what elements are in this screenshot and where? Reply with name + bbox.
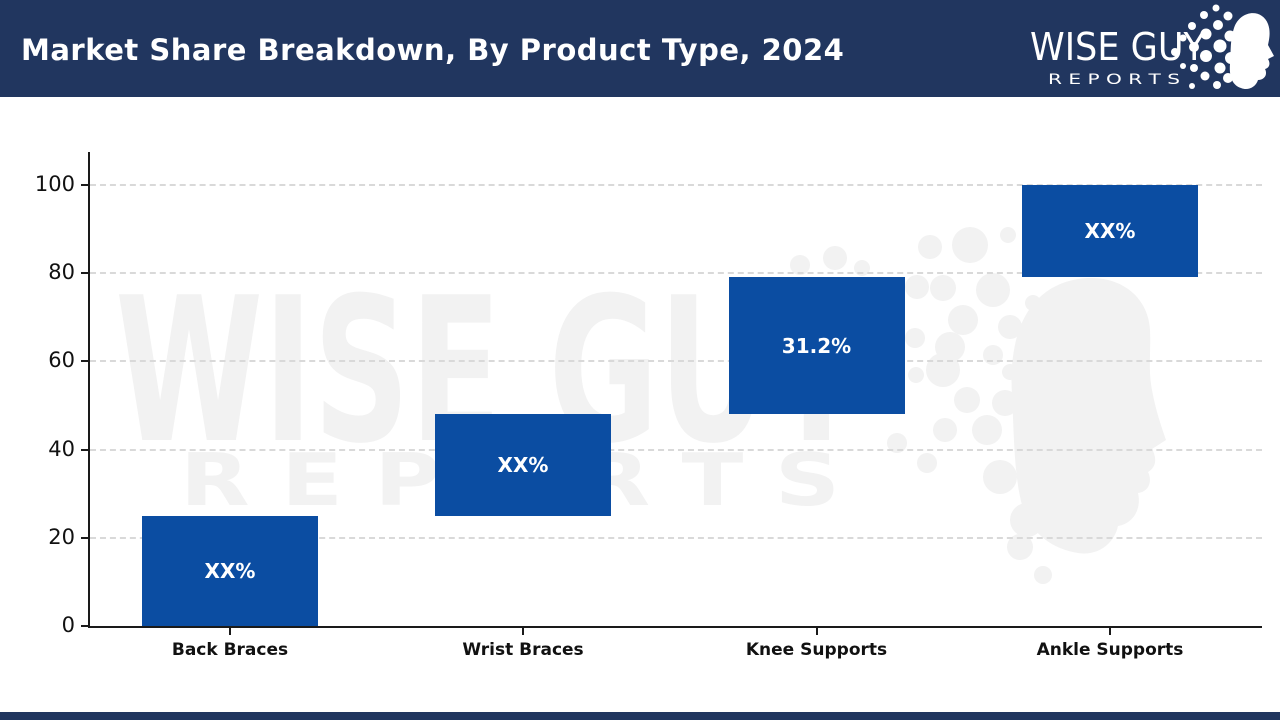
bar-value-label: XX% bbox=[497, 453, 549, 478]
x-tick-label: Wrist Braces bbox=[462, 640, 584, 660]
x-tick-mark bbox=[522, 628, 524, 635]
bar-value-label: 31.2% bbox=[781, 333, 852, 358]
y-tick-mark bbox=[81, 184, 90, 186]
gridline bbox=[90, 360, 1262, 363]
bar: 31.2% bbox=[728, 276, 905, 415]
bar: XX% bbox=[1022, 185, 1198, 277]
y-tick-label: 20 bbox=[48, 524, 75, 549]
x-tick-label: Ankle Supports bbox=[1036, 640, 1184, 660]
x-tick-label: Back Braces bbox=[171, 640, 289, 660]
y-tick-label: 100 bbox=[34, 172, 75, 196]
y-axis bbox=[88, 152, 90, 628]
logo-text: WISE GUY R E P O R T S bbox=[1030, 25, 1206, 88]
wiseguy-head-icon bbox=[1171, 4, 1274, 90]
x-axis bbox=[88, 626, 1262, 628]
y-tick-mark bbox=[81, 272, 90, 275]
footer-bar bbox=[0, 712, 1280, 720]
wise-guy-reports-logo: WISE GUY R E P O R T S bbox=[1030, 4, 1274, 90]
x-tick-mark bbox=[815, 628, 818, 635]
y-tick-label: 80 bbox=[48, 260, 75, 285]
y-tick-mark bbox=[81, 536, 90, 539]
gridline bbox=[90, 184, 1262, 186]
gridline bbox=[90, 536, 1262, 539]
bar-value-label: XX% bbox=[1084, 218, 1136, 243]
x-tick-label: Knee Supports bbox=[745, 640, 888, 660]
bar-value-label: XX% bbox=[204, 558, 256, 583]
y-tick-mark bbox=[81, 448, 90, 451]
y-tick-label: 0 bbox=[61, 613, 75, 637]
x-tick-mark bbox=[1109, 628, 1111, 635]
page-title: Market Share Breakdown, By Product Type,… bbox=[21, 33, 845, 67]
bar: XX% bbox=[142, 515, 318, 626]
bar: XX% bbox=[435, 414, 611, 516]
y-tick-mark bbox=[81, 625, 90, 627]
gridline bbox=[90, 448, 1262, 451]
waterfall-chart: 0 20 40 60 80 100 XX% Back Braces XX% Wrist Brace… bbox=[0, 97, 1280, 712]
logo-sub-text: R E P O R T S bbox=[1048, 72, 1180, 88]
x-tick-mark bbox=[229, 628, 231, 635]
header-bar: Market Share Breakdown, By Product Type,… bbox=[0, 0, 1280, 97]
gridline bbox=[90, 272, 1262, 275]
logo-name-text: WISE GUY bbox=[1030, 25, 1206, 69]
y-tick-label: 40 bbox=[48, 436, 75, 461]
y-tick-mark bbox=[81, 360, 90, 363]
y-tick-label: 60 bbox=[48, 348, 75, 373]
